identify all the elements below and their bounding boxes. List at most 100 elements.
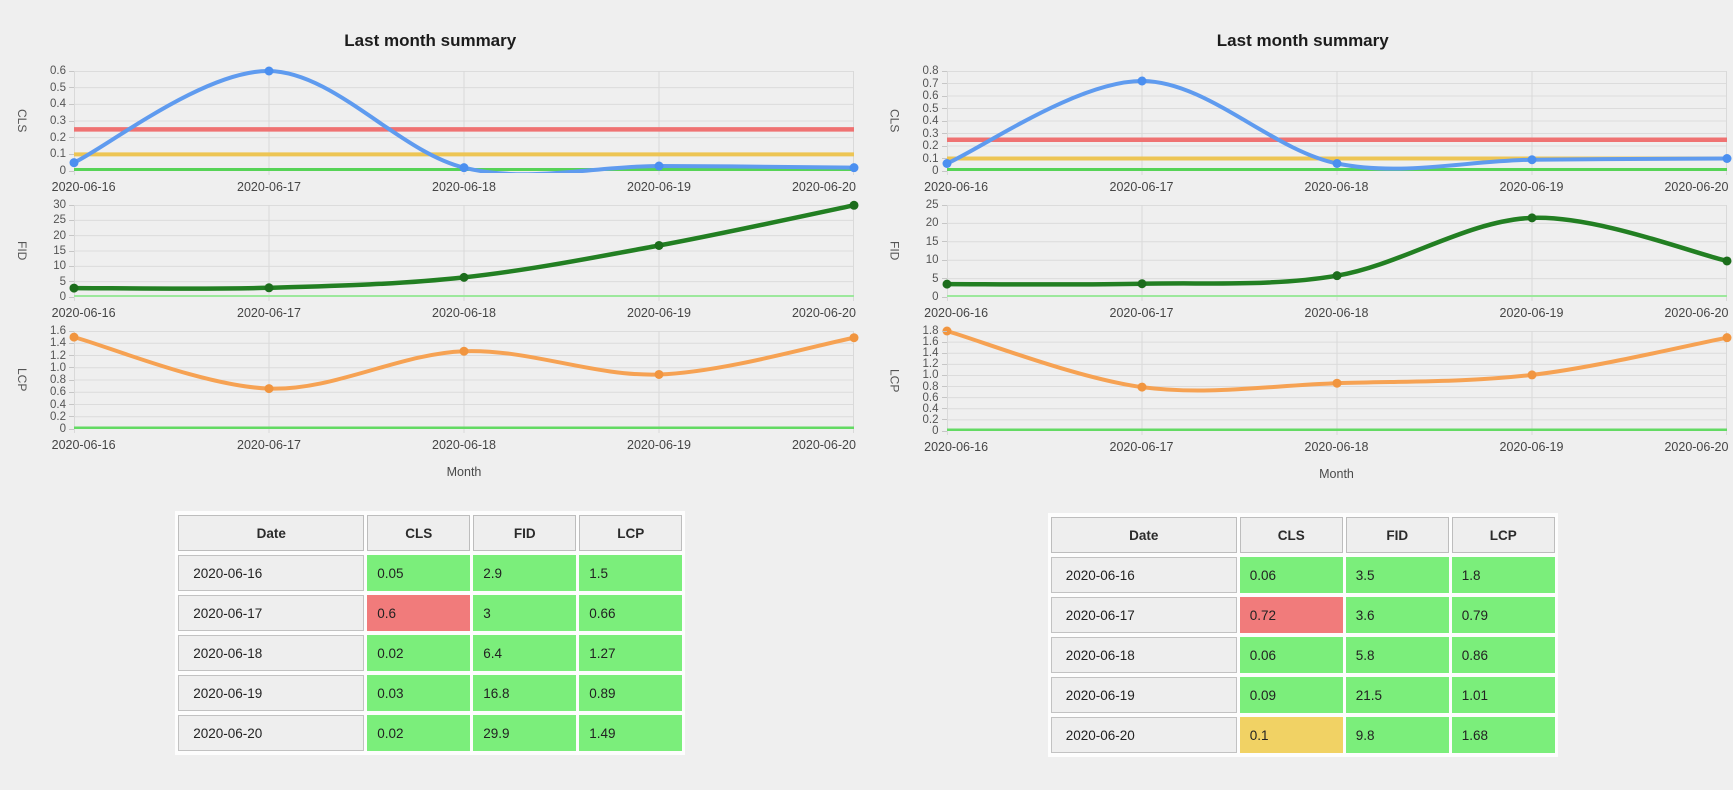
x-tick-label: 2020-06-16 (924, 180, 989, 194)
y-axis-title: FID (15, 241, 29, 261)
y-tick-label: 5 (60, 276, 74, 288)
x-tick-label: 2020-06-16 (924, 440, 989, 454)
x-tick-label: 2020-06-19 (627, 438, 691, 452)
y-tick-label: 1.2 (923, 358, 947, 370)
date-cell: 2020-06-19 (1050, 677, 1237, 713)
lcp-line-chart-svg (942, 326, 1731, 435)
x-tick-label: 2020-06-16 (924, 306, 989, 320)
metric-value-cell: 0.89 (579, 675, 683, 711)
x-tick-label: 2020-06-19 (627, 306, 691, 320)
table-container: Date CLS FID LCP 2020-06-16 0.06 3.5 1.8 2020-06… (887, 513, 1720, 757)
date-cell: 2020-06-16 (1050, 557, 1237, 593)
metrics-table: Date CLS FID LCP 2020-06-16 0.05 2.9 1.5 2020-06… (175, 511, 686, 755)
dashboard: Last month summary CLS 0.6 0.5 0.4 0.3 0.2 0.… (14, 0, 1731, 757)
metric-value-cell: 0.72 (1239, 597, 1343, 633)
y-axis-ticks: 0.8 0.7 0.6 0.5 0.4 0.3 0.2 0.1 0 (903, 65, 947, 177)
y-tick-label: 0.6 (50, 386, 74, 398)
y-tick-label: 0.6 (923, 90, 947, 102)
date-cell: 2020-06-20 (178, 715, 365, 751)
panel-title: Last month summary (344, 31, 517, 50)
y-tick-label: 0.6 (50, 65, 74, 77)
table-row: 2020-06-19 0.03 16.8 0.89 (178, 675, 683, 711)
table-header-row: Date CLS FID LCP (178, 515, 683, 551)
metric-value-cell: 3.6 (1345, 597, 1449, 633)
metric-value-cell: 3 (473, 595, 577, 631)
metric-value-cell: 16.8 (473, 675, 577, 711)
x-axis-labels: 2020-06-16 2020-06-17 2020-06-18 2020-06-19… (924, 297, 1728, 331)
x-tick-label: 2020-06-18 (432, 306, 496, 320)
lcp-chart: LCP 1.6 1.4 1.2 1.0 0.8 0.6 0.4 0.2 0 (14, 325, 859, 435)
y-tick-label: 0.3 (50, 115, 74, 127)
y-tick-label: 1.6 (923, 336, 947, 348)
panel-title: Last month summary (1216, 31, 1389, 50)
y-tick-label: 0.6 (923, 392, 947, 404)
y-tick-label: 0.5 (923, 103, 947, 115)
x-axis-labels: 2020-06-16 2020-06-17 2020-06-18 2020-06-19… (52, 171, 856, 205)
y-axis-title: LCP (15, 368, 29, 392)
metric-value-cell: 1.68 (1451, 717, 1555, 753)
metric-value-cell: 0.02 (367, 635, 471, 671)
metric-value-cell: 0.02 (367, 715, 471, 751)
metric-value-cell: 2.9 (473, 555, 577, 591)
y-tick-label: 1.0 (923, 369, 947, 381)
x-axis-title: Month (1319, 467, 1354, 481)
table-row: 2020-06-18 0.02 6.4 1.27 (178, 635, 683, 671)
column-header: CLS (367, 515, 471, 551)
fid-line-chart-svg (942, 205, 1731, 301)
column-header: FID (1345, 517, 1449, 553)
cls-line-chart-svg (69, 66, 859, 175)
metric-value-cell: 0.06 (1239, 637, 1343, 673)
y-tick-label: 1.4 (923, 347, 947, 359)
y-tick-label: 0.3 (923, 128, 947, 140)
metric-value-cell: 1.49 (579, 715, 683, 751)
metric-value-cell: 5.8 (1345, 637, 1449, 673)
y-tick-label: 0.8 (923, 381, 947, 393)
column-header: Date (178, 515, 365, 551)
date-cell: 2020-06-18 (178, 635, 365, 671)
table-row: 2020-06-18 0.06 5.8 0.86 (1050, 637, 1555, 673)
metric-value-cell: 0.79 (1451, 597, 1555, 633)
y-axis-title: LCP (887, 369, 902, 393)
table-row: 2020-06-17 0.72 3.6 0.79 (1050, 597, 1555, 633)
y-tick-label: 0.4 (923, 115, 947, 127)
date-cell: 2020-06-20 (1050, 717, 1237, 753)
y-tick-label: 30 (53, 199, 74, 211)
y-tick-label: 0.1 (50, 148, 74, 160)
y-tick-label: 1.0 (50, 362, 74, 374)
y-tick-label: 0 (60, 423, 74, 435)
metric-value-cell: 1.8 (1451, 557, 1555, 593)
metric-value-cell: 29.9 (473, 715, 577, 751)
y-tick-label: 10 (53, 260, 74, 272)
x-tick-label: 2020-06-16 (51, 306, 116, 320)
y-tick-label: 0 (932, 425, 947, 437)
y-tick-label: 0 (60, 291, 74, 303)
y-tick-label: 20 (53, 230, 74, 242)
x-tick-label: 2020-06-17 (1109, 440, 1174, 454)
y-tick-label: 0.1 (923, 153, 947, 165)
x-tick-label: 2020-06-16 (51, 438, 116, 452)
date-cell: 2020-06-18 (1050, 637, 1237, 673)
cls-chart: CLS 0.6 0.5 0.4 0.3 0.2 0.1 0 (14, 65, 859, 177)
y-tick-label: 0.2 (923, 140, 947, 152)
y-tick-label: 0.2 (923, 414, 947, 426)
report-panel-left: Last month summary CLS 0.6 0.5 0.4 0.3 0.2 0.… (14, 0, 859, 757)
x-axis-labels: 2020-06-16 2020-06-17 2020-06-18 2020-06-19… (924, 171, 1728, 205)
y-tick-label: 0.2 (50, 132, 74, 144)
x-tick-label: 2020-06-18 (1304, 306, 1369, 320)
x-tick-label: 2020-06-20 (791, 180, 856, 194)
y-tick-label: 0 (60, 165, 74, 177)
metric-value-cell: 0.86 (1451, 637, 1555, 673)
y-tick-label: 0.8 (923, 65, 947, 77)
x-tick-label: 2020-06-17 (237, 438, 301, 452)
x-axis-labels: 2020-06-16 2020-06-17 2020-06-18 2020-06-19… (52, 297, 856, 331)
table-row: 2020-06-20 0.02 29.9 1.49 (178, 715, 683, 751)
metric-value-cell: 21.5 (1345, 677, 1449, 713)
column-header: LCP (1451, 517, 1555, 553)
date-cell: 2020-06-16 (178, 555, 365, 591)
cls-line-chart-svg (942, 71, 1731, 175)
metric-value-cell: 0.6 (367, 595, 471, 631)
metric-value-cell: 0.1 (1239, 717, 1343, 753)
metric-value-cell: 0.66 (579, 595, 683, 631)
metric-value-cell: 9.8 (1345, 717, 1449, 753)
x-tick-label: 2020-06-19 (1499, 180, 1564, 194)
